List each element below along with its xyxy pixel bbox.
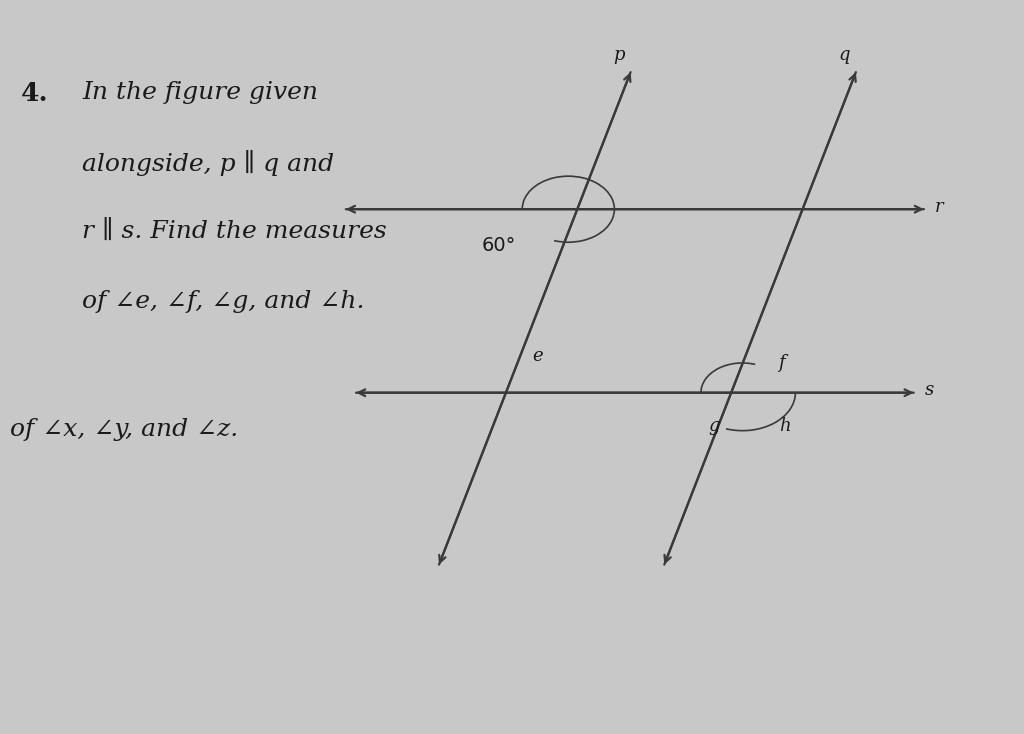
Text: 60°: 60° xyxy=(481,236,516,255)
Text: h: h xyxy=(779,417,792,435)
Text: alongside, p ∥ q and: alongside, p ∥ q and xyxy=(82,150,334,176)
Text: g: g xyxy=(708,417,720,435)
Text: 4.: 4. xyxy=(20,81,48,106)
Text: r: r xyxy=(935,198,943,216)
Text: e: e xyxy=(532,347,543,365)
Text: r ∥ s. Find the measures: r ∥ s. Find the measures xyxy=(82,220,387,243)
Text: of ∠x, ∠y, and ∠z.: of ∠x, ∠y, and ∠z. xyxy=(10,418,239,441)
Text: s: s xyxy=(925,382,934,399)
Text: q: q xyxy=(839,46,850,64)
Text: In the figure given: In the figure given xyxy=(82,81,317,103)
Text: of ∠e, ∠f, ∠g, and ∠h.: of ∠e, ∠f, ∠g, and ∠h. xyxy=(82,290,365,313)
Text: f: f xyxy=(778,355,784,372)
Text: p: p xyxy=(613,46,625,64)
